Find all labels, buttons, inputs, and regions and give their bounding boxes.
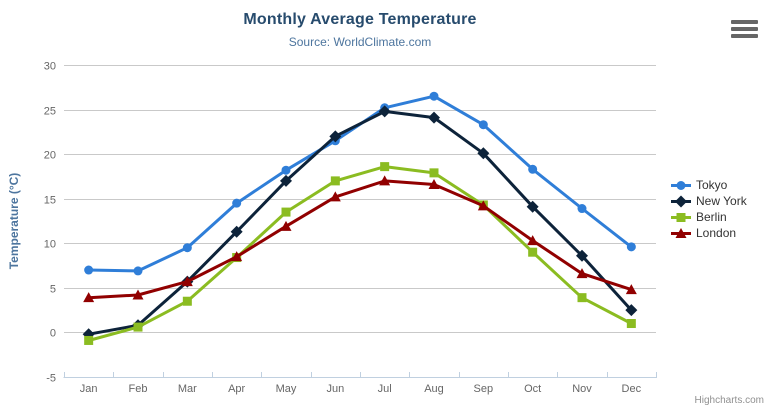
legend-marker-square-icon [671,212,691,222]
point-berlin-nov[interactable] [577,293,587,303]
y-axis-title: Temperature (°C) [7,172,21,270]
highcharts-credit[interactable]: Highcharts.com [694,395,764,406]
legend-marker-triangle-icon [671,227,691,238]
x-axis-label: Jan [80,383,98,395]
point-new-york-sep[interactable] [477,147,490,160]
x-axis-label: Aug [424,383,444,395]
legend-symbol-circle [676,180,686,190]
legend-label-tokyo: Tokyo [696,178,728,192]
legend-marker-diamond-icon [671,195,691,207]
y-axis-label: 30 [44,61,56,73]
x-axis-label: May [276,383,297,395]
y-axis-label: 25 [44,106,56,118]
point-tokyo-jan[interactable] [84,265,94,275]
point-berlin-feb[interactable] [133,322,143,332]
legend-symbol-square [676,212,686,222]
series-line-berlin [87,165,633,342]
point-london-sep[interactable] [477,200,489,211]
legend-label-new-york: New York [696,194,747,208]
y-axis-label: 5 [50,284,56,296]
x-axis-label: Apr [228,383,245,395]
point-london-dec[interactable] [625,284,637,295]
series-line-london [87,179,633,300]
chart-subtitle: Source: WorldClimate.com [288,35,432,49]
series-line-new-york [87,109,633,336]
x-axis-label: Nov [572,383,592,395]
x-axis-label: Oct [524,383,541,395]
point-berlin-jun[interactable] [330,176,340,186]
point-berlin-oct[interactable] [528,247,538,257]
point-berlin-jul[interactable] [380,162,390,172]
point-london-may[interactable] [280,220,292,231]
legend-item-berlin[interactable]: Berlin [671,209,747,225]
point-new-york-jul[interactable] [378,105,391,118]
point-berlin-aug[interactable] [429,168,439,178]
legend-item-tokyo[interactable]: Tokyo [671,177,747,193]
point-tokyo-dec[interactable] [626,242,636,252]
point-london-mar[interactable] [181,276,193,287]
point-london-oct[interactable] [527,235,539,246]
point-tokyo-nov[interactable] [577,204,587,214]
point-new-york-oct[interactable] [526,200,539,213]
legend-item-new-york[interactable]: New York [671,193,747,209]
point-berlin-dec[interactable] [626,319,636,329]
point-berlin-may[interactable] [281,207,291,217]
x-axis-label: Dec [622,383,642,395]
point-tokyo-may[interactable] [281,165,291,175]
x-axis-label: Mar [178,383,197,395]
legend-symbol-triangle [675,227,687,238]
point-tokyo-apr[interactable] [232,198,242,208]
point-new-york-dec[interactable] [625,304,638,317]
legend-item-london[interactable]: London [671,225,747,241]
point-new-york-jun[interactable] [329,130,342,143]
legend: Tokyo New York Berlin London [671,177,747,241]
point-london-apr[interactable] [231,251,243,262]
y-axis-label: 20 [44,150,56,162]
hamburger-menu-icon [731,20,758,38]
x-axis-label: Jun [326,383,344,395]
point-new-york-nov[interactable] [576,249,588,262]
legend-symbol-diamond [675,195,687,207]
point-new-york-may[interactable] [280,174,292,187]
legend-label-berlin: Berlin [696,210,727,224]
point-london-jun[interactable] [329,191,341,202]
y-axis-label: -5 [46,373,56,385]
point-tokyo-feb[interactable] [133,266,143,276]
point-london-feb[interactable] [132,289,144,300]
point-berlin-mar[interactable] [182,296,192,306]
export-menu-button[interactable] [729,18,760,43]
y-axis-label: 15 [44,195,56,207]
x-axis-label: Jul [378,383,392,395]
x-axis-label: Sep [474,383,494,395]
point-london-jan[interactable] [83,292,95,303]
point-london-jul[interactable] [379,175,391,186]
point-london-aug[interactable] [428,178,440,189]
point-new-york-aug[interactable] [428,111,440,124]
point-berlin-jan[interactable] [84,335,94,345]
y-axis-label: 0 [50,328,56,340]
legend-label-london: London [696,226,737,240]
point-tokyo-oct[interactable] [528,164,538,174]
x-axis-label: Feb [129,383,148,395]
y-axis-label: 10 [44,239,56,251]
point-tokyo-mar[interactable] [182,243,192,253]
chart-title: Monthly Average Temperature [243,11,477,28]
point-new-york-apr[interactable] [230,225,243,238]
legend-marker-circle-icon [671,180,691,190]
point-london-nov[interactable] [576,268,588,279]
point-tokyo-aug[interactable] [429,91,439,101]
point-tokyo-sep[interactable] [478,120,488,130]
